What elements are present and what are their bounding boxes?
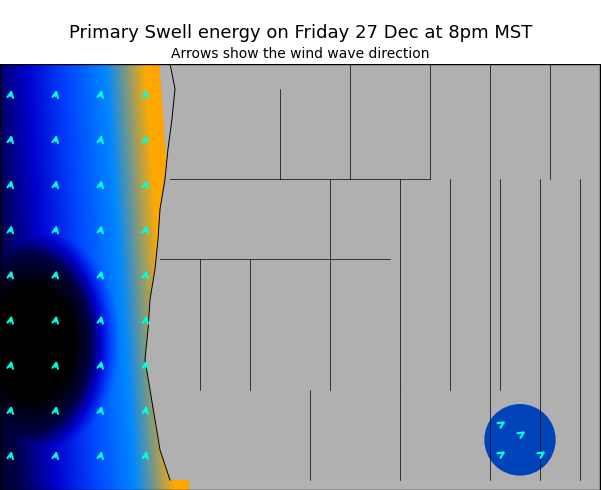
- Polygon shape: [145, 64, 601, 480]
- Circle shape: [485, 405, 555, 475]
- Text: Primary Swell energy on Friday 27 Dec at 8pm MST: Primary Swell energy on Friday 27 Dec at…: [69, 24, 532, 43]
- Text: Arrows show the wind wave direction: Arrows show the wind wave direction: [171, 47, 430, 61]
